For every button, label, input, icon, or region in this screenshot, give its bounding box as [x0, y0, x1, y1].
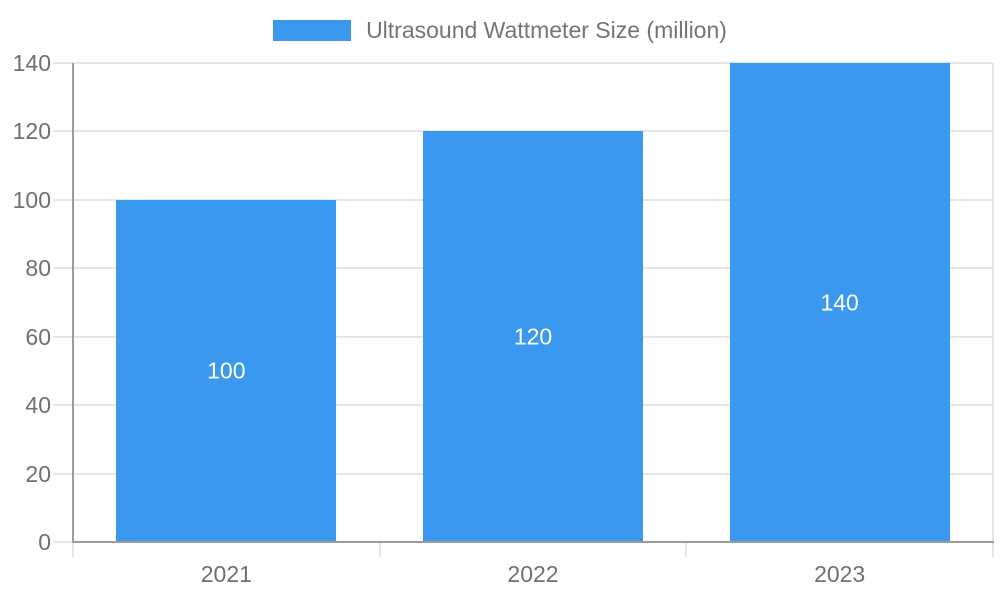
bar-value-label: 100 — [207, 357, 246, 384]
x-tick-label: 2023 — [814, 561, 866, 587]
y-tick-label: 20 — [25, 460, 51, 487]
y-axis-line — [72, 63, 74, 543]
y-tick-label: 140 — [12, 50, 51, 76]
legend[interactable]: Ultrasound Wattmeter Size (million) — [0, 14, 1000, 46]
bar-value-label: 120 — [513, 323, 553, 350]
x-axis-tick — [72, 542, 74, 557]
bar-value-label: 140 — [820, 289, 859, 315]
x-tick-label: 2021 — [200, 561, 252, 587]
bar-2023[interactable] — [729, 63, 950, 542]
x-axis-tick — [992, 542, 994, 557]
y-tick-label: 120 — [12, 118, 51, 145]
x-axis-line — [72, 541, 994, 543]
y-tick-label: 0 — [38, 529, 51, 555]
gridline — [73, 62, 993, 64]
x-axis-tick — [685, 542, 688, 557]
y-tick-label: 100 — [12, 186, 51, 213]
y-axis-tick — [53, 267, 73, 270]
x-tick-label: 2022 — [507, 561, 559, 587]
y-tick-label: 80 — [25, 255, 51, 282]
y-axis-tick — [53, 541, 73, 543]
y-axis-tick — [53, 472, 73, 475]
y-tick-label: 40 — [25, 392, 51, 419]
plot-right-border — [992, 63, 994, 542]
y-axis-tick — [53, 198, 73, 201]
bar-2022[interactable] — [423, 131, 643, 542]
y-tick-label: 60 — [25, 323, 51, 350]
y-axis-tick — [53, 404, 73, 407]
legend-swatch — [273, 19, 352, 41]
y-axis-tick — [53, 62, 73, 64]
legend-label: Ultrasound Wattmeter Size (million) — [366, 16, 727, 43]
bar-2021[interactable] — [116, 199, 337, 542]
y-axis-tick — [53, 335, 73, 338]
y-axis-tick — [53, 130, 73, 133]
x-axis-tick — [378, 542, 381, 557]
